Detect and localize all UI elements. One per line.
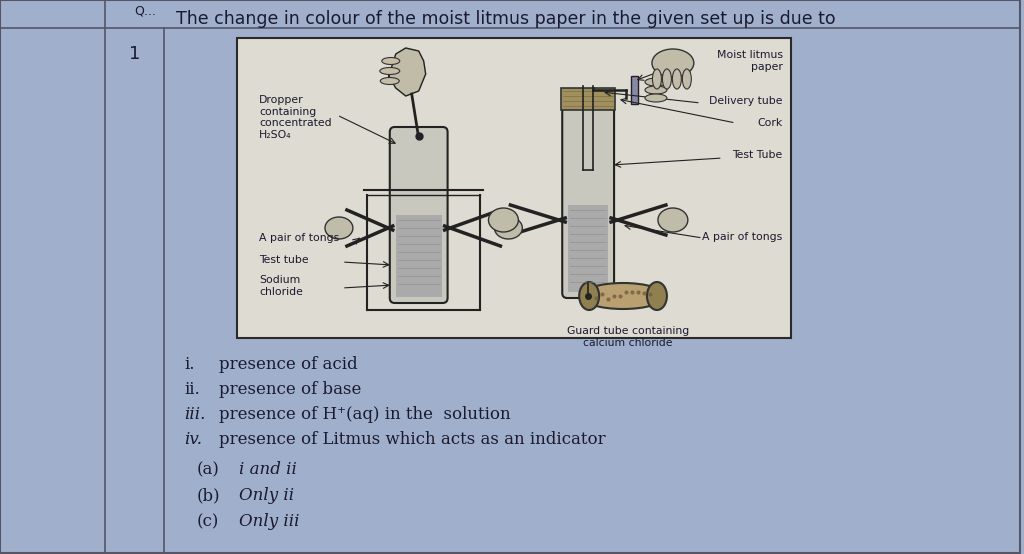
Text: Only iii: Only iii xyxy=(240,513,300,530)
Ellipse shape xyxy=(682,69,691,89)
Ellipse shape xyxy=(663,69,672,89)
Ellipse shape xyxy=(658,208,688,232)
Bar xyxy=(395,215,441,297)
Text: iv.: iv. xyxy=(184,431,203,448)
Text: Q...: Q... xyxy=(134,5,157,18)
Text: presence of acid: presence of acid xyxy=(219,356,358,373)
Text: The change in colour of the moist litmus paper in the given set up is due to: The change in colour of the moist litmus… xyxy=(176,10,836,28)
Bar xyxy=(568,205,608,292)
Text: 1: 1 xyxy=(129,45,140,63)
Ellipse shape xyxy=(673,69,681,89)
Bar xyxy=(238,38,791,338)
Text: Test Tube: Test Tube xyxy=(732,150,782,160)
Ellipse shape xyxy=(488,208,518,232)
Text: Cork: Cork xyxy=(758,118,782,128)
Ellipse shape xyxy=(495,217,522,239)
Ellipse shape xyxy=(652,49,694,77)
Polygon shape xyxy=(389,48,426,96)
Text: presence of Litmus which acts as an indicator: presence of Litmus which acts as an indi… xyxy=(219,431,606,448)
Text: ii.: ii. xyxy=(184,381,200,398)
Text: i.: i. xyxy=(184,356,195,373)
Ellipse shape xyxy=(645,86,667,94)
Text: Moist litmus
paper: Moist litmus paper xyxy=(717,50,782,71)
FancyBboxPatch shape xyxy=(390,127,447,303)
Text: Only ii: Only ii xyxy=(240,487,294,504)
Text: (a): (a) xyxy=(197,461,219,478)
Text: Dropper
containing
concentrated
H₂SO₄: Dropper containing concentrated H₂SO₄ xyxy=(259,95,332,140)
Text: i and ii: i and ii xyxy=(240,461,297,478)
Text: Guard tube containing
calcium chloride: Guard tube containing calcium chloride xyxy=(567,326,689,347)
Ellipse shape xyxy=(380,68,399,74)
Ellipse shape xyxy=(325,217,353,239)
Text: Sodium
chloride: Sodium chloride xyxy=(259,275,303,296)
Ellipse shape xyxy=(652,69,662,89)
Ellipse shape xyxy=(580,282,599,310)
Ellipse shape xyxy=(380,78,399,85)
Ellipse shape xyxy=(645,94,667,102)
Bar xyxy=(561,88,615,110)
Text: A pair of tongs: A pair of tongs xyxy=(702,232,782,242)
Text: A pair of tongs: A pair of tongs xyxy=(259,233,339,243)
Text: presence of H⁺(aq) in the  solution: presence of H⁺(aq) in the solution xyxy=(219,406,511,423)
Ellipse shape xyxy=(581,283,666,309)
FancyBboxPatch shape xyxy=(562,107,614,298)
Text: presence of base: presence of base xyxy=(219,381,361,398)
Text: iii.: iii. xyxy=(184,406,206,423)
Bar xyxy=(631,76,638,104)
Ellipse shape xyxy=(382,58,399,64)
Text: Test tube: Test tube xyxy=(259,255,309,265)
Text: (c): (c) xyxy=(197,513,219,530)
Text: Delivery tube: Delivery tube xyxy=(709,96,782,106)
Ellipse shape xyxy=(645,78,667,86)
Ellipse shape xyxy=(647,282,667,310)
Text: (b): (b) xyxy=(197,487,220,504)
